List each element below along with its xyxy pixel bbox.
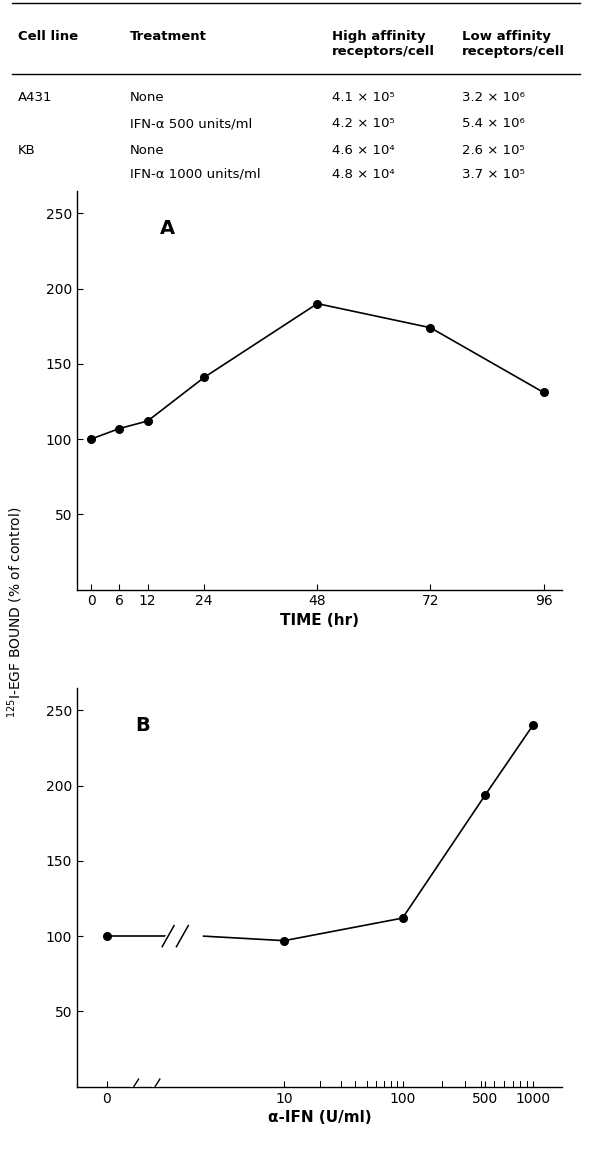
Text: B: B <box>135 716 150 735</box>
Text: IFN-α 1000 units/ml: IFN-α 1000 units/ml <box>130 168 261 180</box>
Text: A431: A431 <box>18 90 52 104</box>
Text: $^{125}$I-EGF BOUND (% of control): $^{125}$I-EGF BOUND (% of control) <box>5 507 25 718</box>
Text: A: A <box>159 218 175 238</box>
Text: 3.2 × 10⁶: 3.2 × 10⁶ <box>462 90 525 104</box>
Text: Cell line: Cell line <box>18 30 78 43</box>
Text: IFN-α 500 units/ml: IFN-α 500 units/ml <box>130 118 253 131</box>
Text: 5.4 × 10⁶: 5.4 × 10⁶ <box>462 118 525 131</box>
Text: Low affinity
receptors/cell: Low affinity receptors/cell <box>462 30 565 58</box>
Text: KB: KB <box>18 144 36 157</box>
Text: 2.6 × 10⁵: 2.6 × 10⁵ <box>462 144 525 157</box>
Text: 4.8 × 10⁴: 4.8 × 10⁴ <box>332 168 394 180</box>
X-axis label: α-IFN (U/ml): α-IFN (U/ml) <box>268 1110 372 1125</box>
X-axis label: TIME (hr): TIME (hr) <box>280 613 359 628</box>
Text: None: None <box>130 144 165 157</box>
Text: 4.6 × 10⁴: 4.6 × 10⁴ <box>332 144 394 157</box>
Text: None: None <box>130 90 165 104</box>
Text: 3.7 × 10⁵: 3.7 × 10⁵ <box>462 168 525 180</box>
Text: 4.2 × 10⁵: 4.2 × 10⁵ <box>332 118 394 131</box>
Text: High affinity
receptors/cell: High affinity receptors/cell <box>332 30 435 58</box>
Text: Treatment: Treatment <box>130 30 207 43</box>
Text: 4.1 × 10⁵: 4.1 × 10⁵ <box>332 90 394 104</box>
